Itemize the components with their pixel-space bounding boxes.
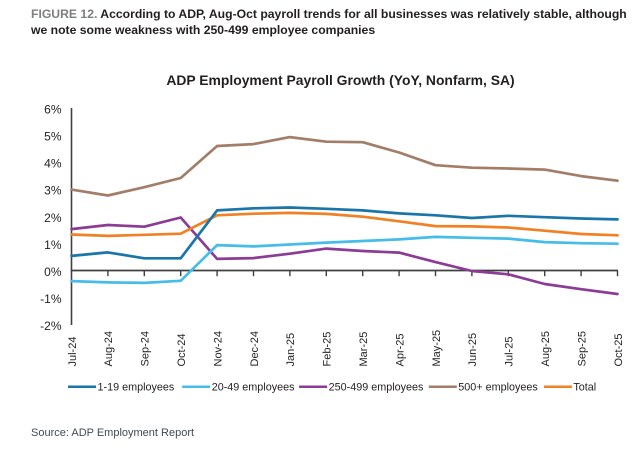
svg-text:Jan-25: Jan-25 bbox=[285, 333, 297, 367]
svg-text:1%: 1% bbox=[44, 238, 62, 252]
svg-text:3%: 3% bbox=[44, 184, 62, 198]
svg-text:Total: Total bbox=[573, 381, 596, 393]
svg-text:1-19 employees: 1-19 employees bbox=[98, 381, 175, 393]
svg-text:Sep-24: Sep-24 bbox=[140, 331, 152, 366]
svg-text:Jun-25: Jun-25 bbox=[467, 333, 479, 367]
svg-text:Oct-25: Oct-25 bbox=[613, 333, 625, 366]
svg-text:250-499 employees: 250-499 employees bbox=[329, 381, 424, 393]
svg-text:Jul-25: Jul-25 bbox=[504, 337, 516, 367]
svg-text:May-25: May-25 bbox=[431, 330, 443, 367]
svg-text:Apr-25: Apr-25 bbox=[394, 333, 406, 366]
svg-text:-2%: -2% bbox=[40, 319, 62, 333]
svg-text:Dec-24: Dec-24 bbox=[249, 331, 261, 366]
svg-text:Aug-24: Aug-24 bbox=[103, 331, 115, 366]
svg-text:Oct-24: Oct-24 bbox=[176, 333, 188, 366]
svg-text:500+ employees: 500+ employees bbox=[458, 381, 538, 393]
svg-text:-1%: -1% bbox=[40, 292, 62, 306]
svg-text:6%: 6% bbox=[44, 103, 62, 117]
svg-text:2%: 2% bbox=[44, 211, 62, 225]
svg-text:5%: 5% bbox=[44, 130, 62, 144]
svg-text:Aug-25: Aug-25 bbox=[540, 331, 552, 366]
svg-text:0%: 0% bbox=[44, 265, 62, 279]
svg-text:Jul-24: Jul-24 bbox=[67, 337, 79, 367]
svg-text:20-49 employees: 20-49 employees bbox=[212, 381, 295, 393]
svg-text:Feb-25: Feb-25 bbox=[322, 332, 334, 367]
svg-text:Nov-24: Nov-24 bbox=[212, 331, 224, 366]
svg-text:4%: 4% bbox=[44, 157, 62, 171]
svg-text:Sep-25: Sep-25 bbox=[576, 331, 588, 366]
svg-text:Mar-25: Mar-25 bbox=[358, 332, 370, 367]
